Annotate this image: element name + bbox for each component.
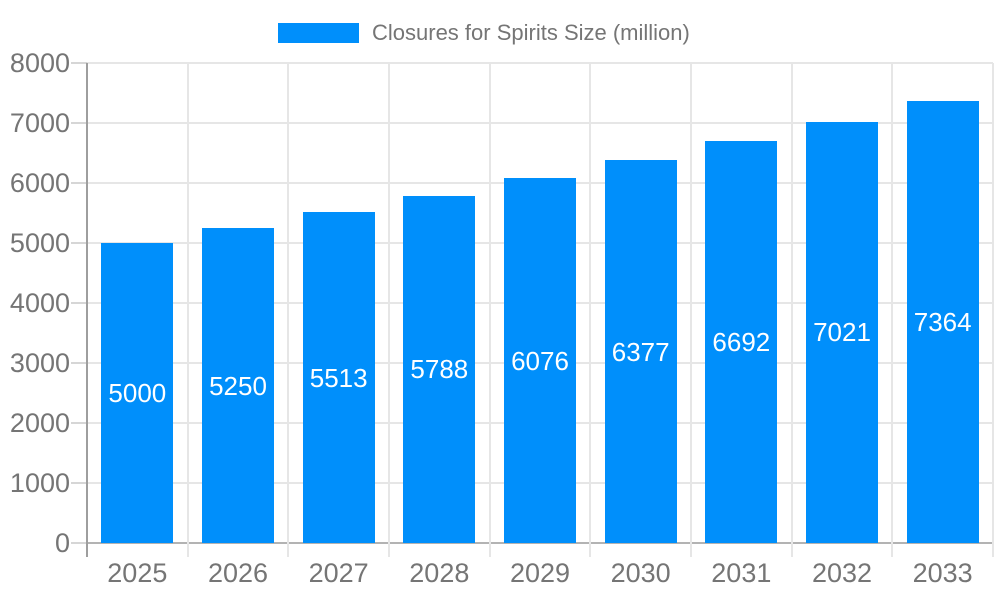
bar-2028[interactable] [403,195,476,543]
bar-value-label: 7021 [813,317,871,348]
bar-2025[interactable] [101,243,174,543]
x-axis-label: 2028 [409,558,470,588]
y-axis-label: 3000 [9,348,70,378]
x-axis-label: 2025 [107,558,168,588]
x-axis-label: 2026 [207,558,269,588]
y-axis-label: 2000 [9,408,70,438]
legend-swatch [278,23,359,43]
v-gridline [992,63,994,557]
y-axis-label: 1000 [9,468,70,498]
v-gridline [388,63,390,557]
v-gridline [186,63,189,557]
h-gridline [87,122,993,124]
bar-value-label: 6076 [511,345,569,376]
x-axis-label: 2031 [711,558,772,588]
y-axis-tick [71,422,87,424]
y-axis-tick [71,242,87,244]
bar-value-label: 5000 [108,378,167,408]
x-axis-label: 2027 [308,558,369,588]
v-gridline [790,63,793,557]
bar-2029[interactable] [504,178,576,543]
y-axis-label: 6000 [9,168,70,198]
y-axis-tick [71,362,87,364]
y-axis-tick [71,302,87,304]
y-axis-label: 7000 [9,108,70,138]
bar-value-label: 5788 [410,354,469,385]
y-axis-label: 4000 [9,288,70,318]
bar-value-label: 6692 [712,327,771,358]
bar-value-label: 6377 [611,336,670,367]
v-gridline [589,63,592,557]
h-gridline [87,62,993,64]
bar-2033[interactable] [906,101,979,543]
v-gridline [690,63,692,557]
y-axis-tick [71,122,87,124]
bar-2031[interactable] [705,141,778,543]
y-axis-label: 0 [54,528,70,558]
v-gridline [287,63,290,557]
y-axis-label: 5000 [9,228,70,258]
v-gridline [488,63,491,557]
x-axis-label: 2033 [912,558,973,588]
y-axis-line [86,63,88,557]
legend-series-label: Closures for Spirits Size (million) [372,20,690,45]
bar-2026[interactable] [202,228,274,543]
y-axis-label: 8000 [9,48,70,78]
x-axis-label: 2032 [811,558,873,588]
bar-2032[interactable] [806,121,878,543]
y-axis-tick [71,542,87,544]
chart-legend[interactable]: Closures for Spirits Size (million) [278,18,690,48]
bar-2027[interactable] [302,212,375,543]
zero-baseline [87,542,993,544]
x-axis-label: 2030 [610,558,671,588]
bar-value-label: 7364 [913,307,972,338]
bar-2030[interactable] [604,160,677,543]
v-gridline [891,63,894,557]
y-axis-tick [71,182,87,184]
y-axis-tick [71,482,87,484]
y-axis-tick [71,62,87,64]
bar-value-label: 5513 [309,362,368,393]
bar-value-label: 5250 [209,370,267,401]
x-axis-label: 2029 [509,558,571,588]
